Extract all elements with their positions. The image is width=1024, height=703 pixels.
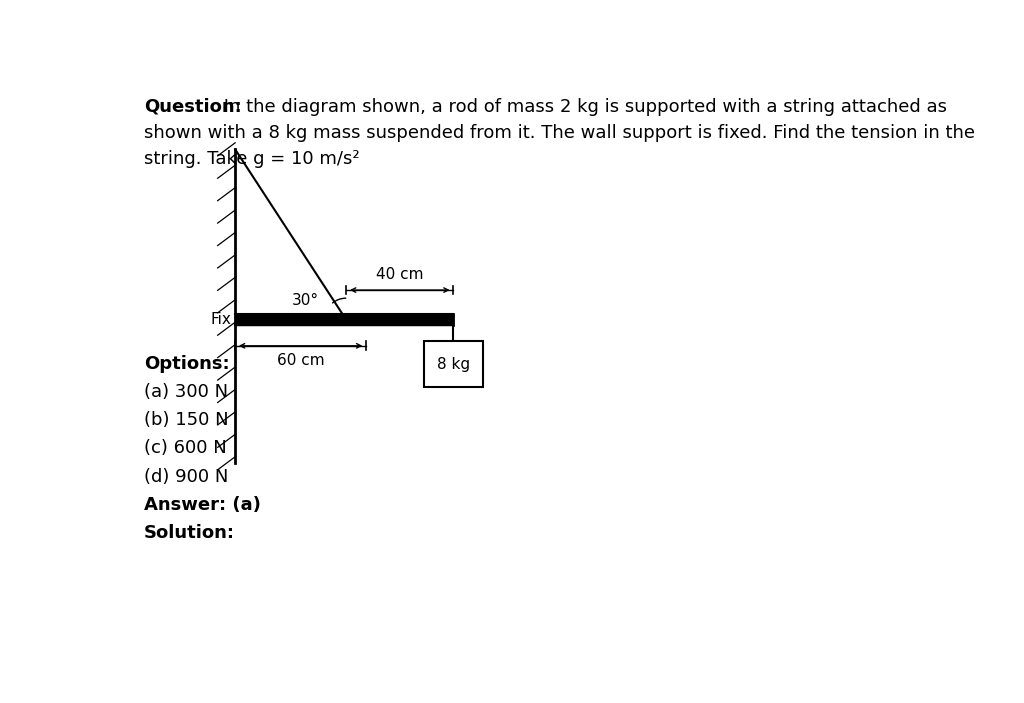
Text: In the diagram shown, a rod of mass 2 kg is supported with a string attached as: In the diagram shown, a rod of mass 2 kg… [218,98,947,116]
Text: 60 cm: 60 cm [276,354,325,368]
Text: string. Take g = 10 m/s²: string. Take g = 10 m/s² [143,150,359,168]
Text: Options:: Options: [143,355,229,373]
Text: Answer: (a): Answer: (a) [143,496,261,514]
Bar [424,342,483,387]
Text: 8 kg: 8 kg [437,357,470,372]
Text: Solution:: Solution: [143,524,234,542]
Text: 40 cm: 40 cm [376,267,424,283]
Bar [236,314,454,325]
Text: Fix: Fix [210,312,231,328]
Text: shown with a 8 kg mass suspended from it. The wall support is fixed. Find the te: shown with a 8 kg mass suspended from it… [143,124,975,142]
Text: (c) 600 N: (c) 600 N [143,439,226,458]
Text: 30°: 30° [292,293,318,308]
Text: (d) 900 N: (d) 900 N [143,467,228,486]
Text: (a) 300 N: (a) 300 N [143,383,228,401]
Text: (b) 150 N: (b) 150 N [143,411,228,430]
Text: Question:: Question: [143,98,242,116]
